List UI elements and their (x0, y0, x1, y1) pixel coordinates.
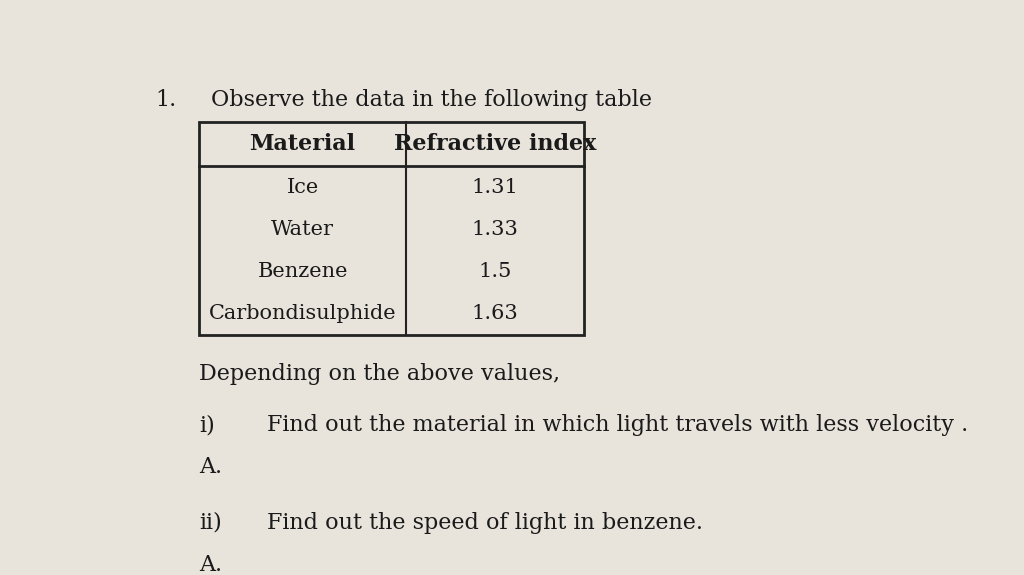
Text: Observe the data in the following table: Observe the data in the following table (211, 89, 652, 111)
Text: 1.5: 1.5 (478, 262, 512, 281)
Text: Refractive index: Refractive index (394, 133, 596, 155)
Bar (200, 122, 585, 335)
Text: Find out the speed of light in benzene.: Find out the speed of light in benzene. (267, 512, 702, 534)
Text: Water: Water (271, 220, 334, 239)
Text: A.: A. (200, 457, 222, 478)
Text: 1.31: 1.31 (472, 178, 518, 197)
Text: Material: Material (250, 133, 355, 155)
Text: Benzene: Benzene (257, 262, 348, 281)
Text: 1.33: 1.33 (472, 220, 518, 239)
Text: A.: A. (200, 554, 222, 575)
Text: 1.63: 1.63 (472, 304, 518, 323)
Text: Find out the material in which light travels with less velocity .: Find out the material in which light tra… (267, 415, 968, 436)
Text: Ice: Ice (287, 178, 318, 197)
Text: i): i) (200, 415, 215, 436)
Text: Depending on the above values,: Depending on the above values, (200, 363, 560, 385)
Text: ii): ii) (200, 512, 222, 534)
Text: Carbondisulphide: Carbondisulphide (209, 304, 396, 323)
Text: 1.: 1. (156, 89, 177, 111)
